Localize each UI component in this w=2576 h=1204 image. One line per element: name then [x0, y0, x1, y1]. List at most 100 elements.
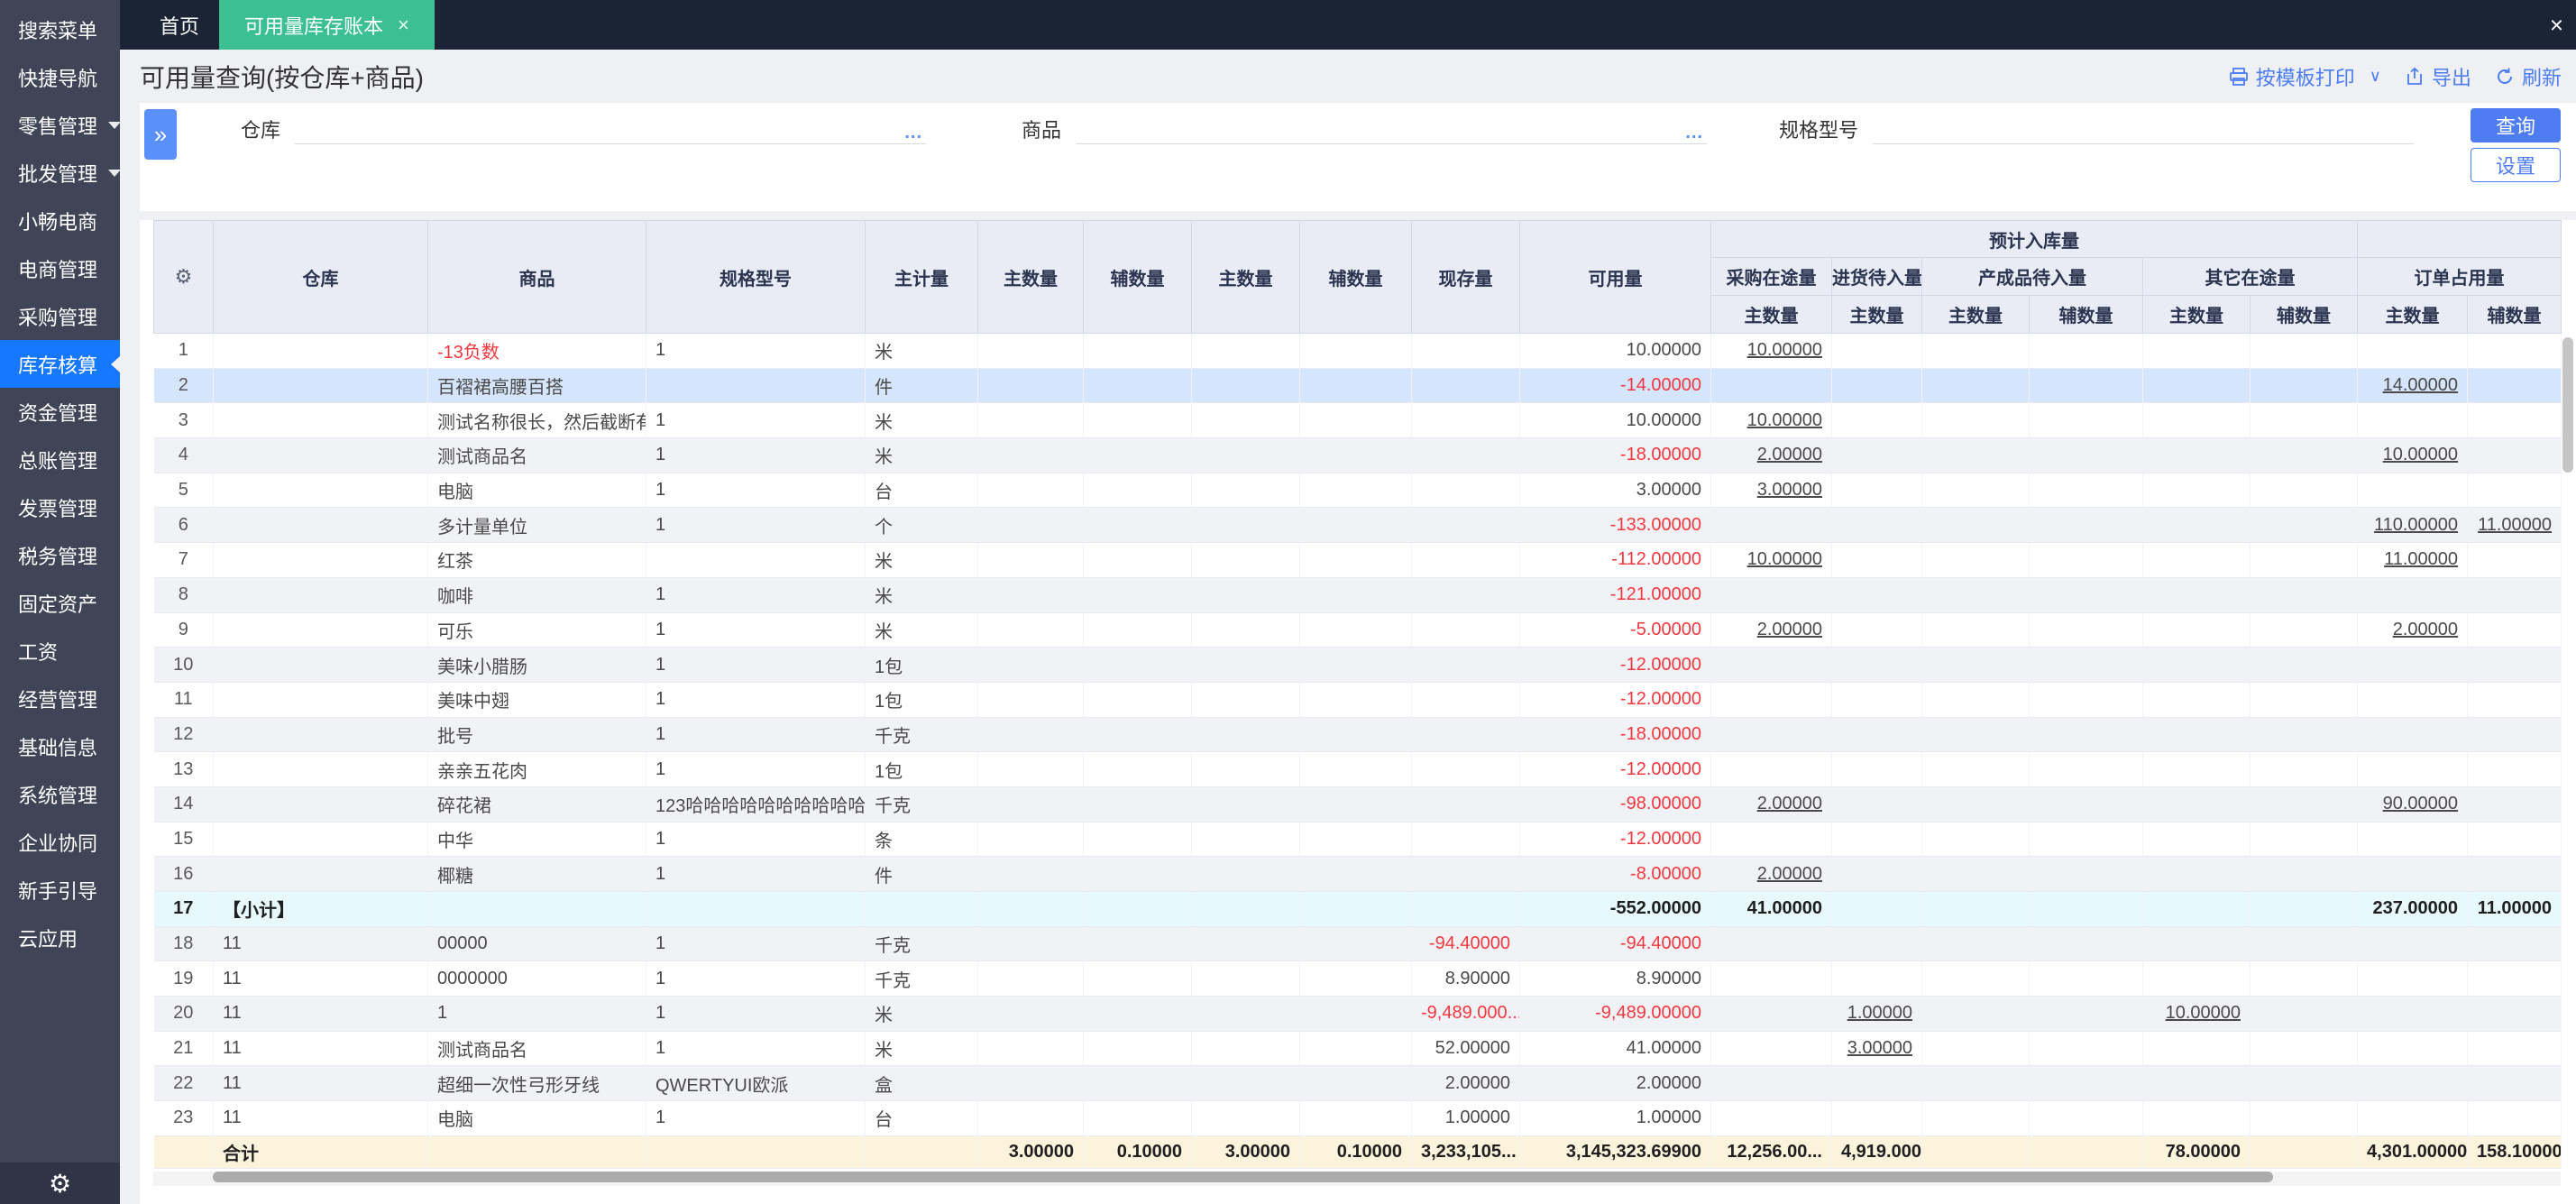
drilldown-link-cell[interactable]: 2.00000	[1710, 612, 1832, 648]
sidebar-item[interactable]: 快捷导航	[0, 53, 120, 101]
sidebar-item[interactable]: 库存核算	[0, 340, 120, 388]
cell	[1299, 717, 1412, 753]
sidebar-item[interactable]: 总账管理	[0, 436, 120, 483]
drilldown-link-cell[interactable]: 3.00000	[1831, 1031, 1922, 1067]
drilldown-link-cell[interactable]: 10.00000	[1710, 402, 1832, 439]
table-row[interactable]: 9 可乐 1 米 -5.00000 2.00000 2.00000	[153, 612, 2562, 648]
print-dropdown-caret[interactable]: ∨	[2369, 67, 2381, 85]
sidebar-item[interactable]: 基础信息	[0, 722, 120, 770]
spec-input[interactable]	[1873, 117, 2415, 144]
table-row[interactable]: 4 测试商品名 1 米 -18.00000 2.00000 10.00000	[153, 437, 2562, 473]
settings-button[interactable]: 设置	[2471, 148, 2561, 182]
product-input[interactable]: ...	[1076, 117, 1708, 144]
table-row[interactable]: 8 咖啡 1 米 -121.00000	[153, 577, 2562, 613]
table-row[interactable]: 20 11 1 1 米 -9,489.000... -9,489.00000 1.00000 1…	[153, 996, 2562, 1032]
sidebar-item[interactable]: 工资	[0, 627, 120, 675]
sidebar-item[interactable]: 云应用	[0, 914, 120, 961]
table-row[interactable]: 13 亲亲五花肉 1 1包 -12.00000	[153, 751, 2562, 787]
table-row[interactable]: 12 批号 1 千克 -18.00000	[153, 717, 2562, 753]
table-row[interactable]: 18 11 00000 1 千克 -94.40000 -94.40000	[153, 926, 2562, 962]
cell: 3,233,105...	[1411, 1135, 1520, 1169]
column-settings-icon[interactable]: ⚙	[174, 265, 193, 288]
sidebar-item[interactable]: 发票管理	[0, 483, 120, 531]
sidebar-item[interactable]: 零售管理	[0, 101, 122, 149]
subtotal-row[interactable]: 17 【小计】 -552.00000 41.00000 237.00000 11.0000…	[153, 891, 2562, 927]
sidebar-item[interactable]: 系统管理	[0, 770, 120, 818]
gear-icon[interactable]: ⚙	[48, 1169, 72, 1198]
sidebar-item[interactable]: 搜索菜单	[0, 5, 120, 53]
table-row[interactable]: 16 椰糖 1 件 -8.00000 2.00000	[153, 856, 2562, 892]
refresh-button[interactable]: 刷新	[2495, 62, 2562, 91]
cell: 条	[865, 822, 978, 858]
table-row[interactable]: 10 美味小腊肠 1 1包 -12.00000	[153, 647, 2562, 683]
cell	[1191, 717, 1300, 753]
sidebar-item[interactable]: 新手引导	[0, 866, 120, 914]
table-row[interactable]: 11 美味中翅 1 1包 -12.00000	[153, 682, 2562, 718]
cell: 1	[646, 402, 866, 439]
cell: 米	[865, 402, 978, 439]
drilldown-link-cell[interactable]: 10.00000	[2357, 437, 2469, 473]
sidebar-item[interactable]: 固定资产	[0, 579, 120, 627]
sidebar-item[interactable]: 小畅电商	[0, 197, 120, 244]
drilldown-link-cell[interactable]: 3.00000	[1710, 473, 1832, 509]
cell	[1191, 751, 1300, 787]
sidebar-item[interactable]: 资金管理	[0, 388, 120, 436]
window-close-icon[interactable]: ×	[2549, 11, 2563, 38]
cell	[213, 612, 428, 648]
drilldown-link-cell[interactable]: 110.00000	[2357, 507, 2469, 544]
sidebar-item[interactable]: 经营管理	[0, 675, 120, 722]
drilldown-link-cell[interactable]: 2.00000	[2357, 612, 2469, 648]
drilldown-link-cell[interactable]: 10.00000	[2142, 996, 2251, 1032]
table-row[interactable]: 21 11 测试商品名 1 米 52.00000 41.00000 3.00000	[153, 1031, 2562, 1067]
table-row[interactable]: 14 碎花裙123哈哈哈哈哈哈哈哈哈哈哈哈哈...千克 -98.000002.000…	[153, 786, 2562, 823]
total-row[interactable]: 合计 3.00000 0.10000 3.00000 0.10000 3,233,105.…	[153, 1135, 2562, 1169]
sub-aux-qty: 辅数量	[2467, 295, 2562, 334]
cell	[1083, 786, 1192, 823]
drilldown-link-cell[interactable]: 14.00000	[2357, 368, 2469, 404]
cell	[1083, 822, 1192, 858]
sidebar-item[interactable]: 电商管理	[0, 244, 120, 292]
drilldown-link-cell[interactable]: 2.00000	[1710, 437, 1832, 473]
horizontal-scrollbar[interactable]	[153, 1171, 2561, 1186]
vertical-scrollbar-thumb[interactable]	[2562, 337, 2573, 473]
search-button[interactable]: 查询	[2471, 108, 2561, 142]
product-picker-ellipsis-icon[interactable]: ...	[1685, 123, 1704, 142]
print-by-template-button[interactable]: 按模板打印	[2229, 62, 2355, 91]
table-row[interactable]: 2 百褶裙高腰百搭 件 -14.00000 14.00000	[153, 368, 2562, 404]
drilldown-link-cell[interactable]: 10.00000	[1710, 333, 1832, 369]
table-row[interactable]: 6 多计量单位 1 个 -133.00000 110.00000 11.00000	[153, 507, 2562, 544]
export-button[interactable]: 导出	[2405, 62, 2471, 91]
horizontal-scrollbar-thumb[interactable]	[213, 1171, 2273, 1182]
tab-available-ledger[interactable]: 可用量库存账本 ×	[219, 0, 435, 50]
table-row[interactable]: 5 电脑 1 台 3.00000 3.00000	[153, 473, 2562, 509]
warehouse-picker-ellipsis-icon[interactable]: ...	[904, 123, 923, 142]
sidebar-item[interactable]: 企业协同	[0, 818, 120, 866]
table-row[interactable]: 15 中华 1 条 -12.00000	[153, 822, 2562, 858]
col-finished-pending: 产成品待入量	[1921, 257, 2143, 296]
sidebar-item[interactable]: 税务管理	[0, 531, 120, 579]
cell: 2.00000	[1519, 1065, 1711, 1102]
cell	[1299, 891, 1412, 927]
warehouse-input[interactable]: ...	[295, 117, 927, 144]
tab-close-icon[interactable]: ×	[398, 13, 409, 36]
sidebar-item[interactable]: 采购管理	[0, 292, 120, 340]
drilldown-link-cell[interactable]: 10.00000	[1710, 542, 1832, 578]
tab-home[interactable]: 首页	[159, 14, 199, 38]
drilldown-link-cell[interactable]: 11.00000	[2467, 507, 2562, 544]
table-row[interactable]: 19 11 0000000 1 千克 8.90000 8.90000	[153, 960, 2562, 997]
table-row[interactable]: 7 红茶 米 -112.00000 10.00000 11.00000	[153, 542, 2562, 578]
table-row[interactable]: 22 11 超细一次性弓形牙线 QWERTYUI欧派盒 2.00000 2.00000	[153, 1065, 2562, 1102]
table-row[interactable]: 1 -13负数 1 米 10.00000 10.00000	[153, 333, 2562, 369]
drilldown-link-cell[interactable]: 1.00000	[1831, 996, 1922, 1032]
col-available-qty: 可用量	[1519, 220, 1711, 334]
table-row[interactable]: 23 11 电脑 1 台 1.00000 1.00000	[153, 1100, 2562, 1136]
drilldown-link-cell[interactable]: 2.00000	[1710, 856, 1832, 892]
expand-filters-button[interactable]: »	[144, 109, 177, 160]
drilldown-link-cell[interactable]: 11.00000	[2357, 542, 2469, 578]
cell	[1921, 1031, 2030, 1067]
drilldown-link-cell[interactable]: 90.00000	[2357, 786, 2469, 823]
drilldown-link-cell[interactable]: 2.00000	[1710, 786, 1832, 823]
cell	[2029, 996, 2143, 1032]
sidebar-item[interactable]: 批发管理	[0, 149, 122, 197]
